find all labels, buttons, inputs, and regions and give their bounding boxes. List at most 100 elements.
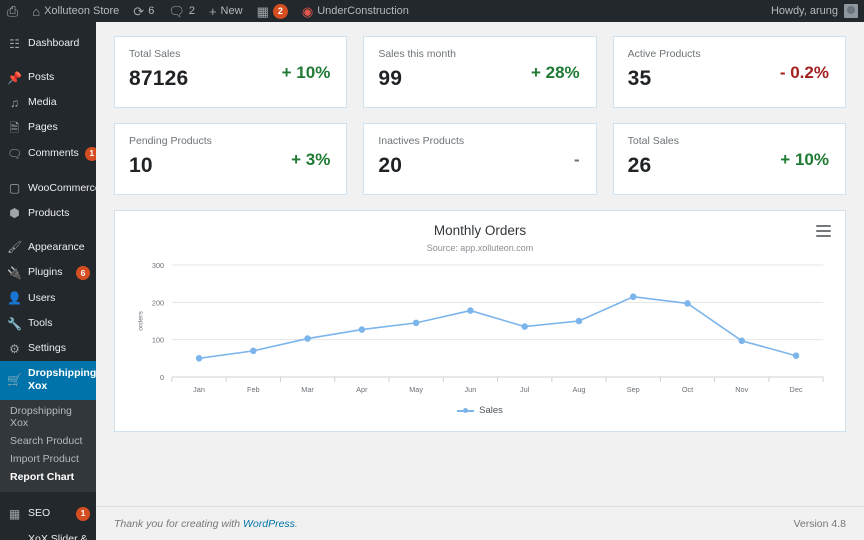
stat-card-active-products[interactable]: Active Products 35 - 0.2%: [612, 36, 846, 108]
legend-label-sales: Sales: [479, 405, 503, 416]
new-label: New: [220, 5, 243, 17]
stat-card-total-sales[interactable]: Total Sales 87126 + 10%: [114, 36, 348, 108]
settings-icon: ⚙: [9, 341, 20, 356]
submenu-item-search-product[interactable]: Search Product: [10, 434, 83, 447]
stat-card-delta: - 0.2%: [779, 63, 829, 82]
stat-card-sales-this-month[interactable]: Sales this month 99 + 28%: [363, 36, 597, 108]
svg-text:Oct: Oct: [682, 385, 693, 394]
svg-text:Aug: Aug: [572, 385, 585, 394]
svg-text:orders: orders: [138, 311, 145, 331]
hamburger-menu-icon[interactable]: [816, 225, 831, 237]
media-icon: ♫: [10, 95, 19, 110]
sidebar-item-seo[interactable]: ▦ SEO 1: [0, 501, 96, 527]
submenu-item-import-product[interactable]: Import Product: [10, 452, 79, 465]
wordpress-logo-menu[interactable]: ⎙: [0, 0, 25, 22]
chart-legend[interactable]: Sales: [129, 405, 831, 416]
stat-card-delta: + 3%: [291, 150, 331, 169]
stat-card-pending-products[interactable]: Pending Products 10 + 3%: [114, 123, 348, 195]
submenu-item-dropshipping-xox[interactable]: Dropshipping Xox: [10, 404, 72, 429]
svg-text:Nov: Nov: [735, 385, 748, 394]
sidebar-item-label: Products: [28, 206, 70, 219]
underconstruction-label: UnderConstruction: [317, 5, 409, 17]
sidebar-separator: [0, 492, 96, 501]
sidebar-separator: [0, 226, 96, 235]
seo-badge: 1: [76, 506, 90, 521]
stat-card-value: 20: [378, 154, 403, 177]
stat-card-inactives-products[interactable]: Inactives Products 20 -: [363, 123, 597, 195]
chart-title: Monthly Orders: [433, 223, 527, 238]
sidebar-item-tools[interactable]: 🔧 Tools: [0, 311, 96, 336]
sidebar-item-label: Media: [28, 96, 57, 109]
seo-menu[interactable]: ▦ 2: [250, 0, 295, 22]
sidebar-item-appearance[interactable]: 🖌 Appearance: [0, 235, 96, 260]
comment-bubble-icon: 🗨: [168, 3, 185, 19]
sidebar-item-users[interactable]: 👤 Users: [0, 286, 96, 311]
plugins-icon: 🔌: [7, 265, 22, 280]
sidebar-main-menu: ☷ Dashboard 📌 Posts ♫ Media 🗎 Pages 🗨 Co…: [0, 31, 96, 361]
sidebar-item-settings[interactable]: ⚙ Settings: [0, 336, 96, 361]
stat-cards-row-2: Pending Products 10 + 3% Inactives Produ…: [114, 123, 846, 195]
updates-menu[interactable]: ⟳ 6: [126, 0, 161, 22]
products-icon: ⬢: [9, 206, 20, 221]
svg-text:100: 100: [152, 336, 164, 345]
sidebar-top-spacer: [0, 22, 96, 31]
sidebar-item-xox-slider-carousel[interactable]: 🖼 XoX Slider & Carousel: [0, 527, 96, 540]
stat-card-value: 87126: [129, 67, 189, 90]
sidebar-item-label: Dropshipping Xox: [28, 367, 96, 393]
seo-badge: 2: [272, 3, 288, 19]
woocommerce-icon: ▢: [8, 181, 21, 196]
updates-icon: ⟳: [133, 3, 145, 19]
sidebar-item-label: Posts: [28, 71, 55, 84]
line-chart-svg[interactable]: 0 100 200 300 orders Jan Feb Mar Apr May Jun Jul Aug…: [129, 259, 831, 399]
stat-card-total-sales-2[interactable]: Total Sales 26 + 10%: [612, 123, 846, 195]
new-content-menu[interactable]: + New: [202, 0, 250, 22]
sidebar-item-media[interactable]: ♫ Media: [0, 90, 96, 115]
sidebar-item-posts[interactable]: 📌 Posts: [0, 65, 96, 90]
sidebar-item-products[interactable]: ⬢ Products: [0, 201, 96, 226]
underconstruction-menu[interactable]: ◉ UnderConstruction: [295, 0, 416, 22]
svg-text:Apr: Apr: [356, 385, 368, 394]
stat-card-title: Sales this month: [378, 48, 456, 60]
sidebar-item-plugins[interactable]: 🔌 Plugins 6: [0, 260, 96, 286]
updates-count: 6: [148, 5, 155, 17]
sidebar-item-label: Tools: [28, 317, 53, 329]
sidebar-item-label: WooCommerce: [28, 181, 96, 194]
submenu-item-report-chart[interactable]: Report Chart: [10, 470, 75, 483]
svg-text:200: 200: [152, 298, 164, 307]
svg-text:300: 300: [152, 261, 164, 270]
svg-text:Feb: Feb: [247, 385, 260, 394]
sidebar-item-woocommerce[interactable]: ▢ WooCommerce: [0, 176, 96, 201]
seo-icon: ▦: [8, 506, 21, 521]
sidebar-item-dashboard[interactable]: ☷ Dashboard: [0, 31, 96, 56]
footer-thanks: Thank you for creating with WordPress.: [114, 518, 298, 530]
seo-icon: ▦: [256, 3, 269, 19]
comments-menu[interactable]: 🗨 2: [161, 0, 202, 22]
sidebar-item-pages[interactable]: 🗎 Pages: [0, 115, 96, 140]
sidebar-item-label: Appearance: [28, 240, 85, 253]
stat-card-delta: + 28%: [530, 63, 580, 82]
users-icon: 👤: [7, 291, 22, 306]
stat-card-title: Active Products: [627, 48, 701, 60]
svg-text:Jun: Jun: [465, 385, 477, 394]
monthly-orders-chart-panel: Monthly Orders Source: app.xolluteon.com…: [114, 210, 846, 432]
site-name-menu[interactable]: ⌂ Xolluteon Store: [25, 0, 126, 22]
sidebar-item-dropshipping-xox[interactable]: 🛒 Dropshipping Xox: [0, 361, 96, 400]
svg-text:Mar: Mar: [301, 385, 314, 394]
chart-plot-area: 0 100 200 300 orders Jan Feb Mar Apr May Jun Jul Aug…: [129, 259, 831, 399]
my-account-menu[interactable]: Howdy, arung: [764, 0, 864, 22]
sidebar-item-label: XoX Slider & Carousel: [28, 532, 88, 540]
sidebar-submenu-dropshipping: Dropshipping Xox Search Product Import P…: [0, 399, 96, 492]
stat-card-title: Pending Products: [129, 135, 212, 147]
pages-icon: 🗎: [9, 120, 20, 135]
footer-thanks-suffix: .: [294, 517, 298, 530]
dashboard-icon: ☷: [9, 36, 20, 51]
legend-marker-sales: [457, 407, 475, 413]
admin-sidebar: ☷ Dashboard 📌 Posts ♫ Media 🗎 Pages 🗨 Co…: [0, 22, 96, 540]
stat-card-title: Inactives Products: [378, 135, 465, 147]
sidebar-item-comments[interactable]: 🗨 Comments 1: [0, 141, 96, 167]
chart-subtitle: Source: app.xolluteon.com: [426, 243, 534, 253]
stat-card-value: 26: [627, 154, 652, 177]
sidebar-item-label: Settings: [28, 342, 66, 355]
wordpress-link[interactable]: WordPress: [242, 517, 295, 530]
stat-card-value: 99: [378, 67, 403, 90]
